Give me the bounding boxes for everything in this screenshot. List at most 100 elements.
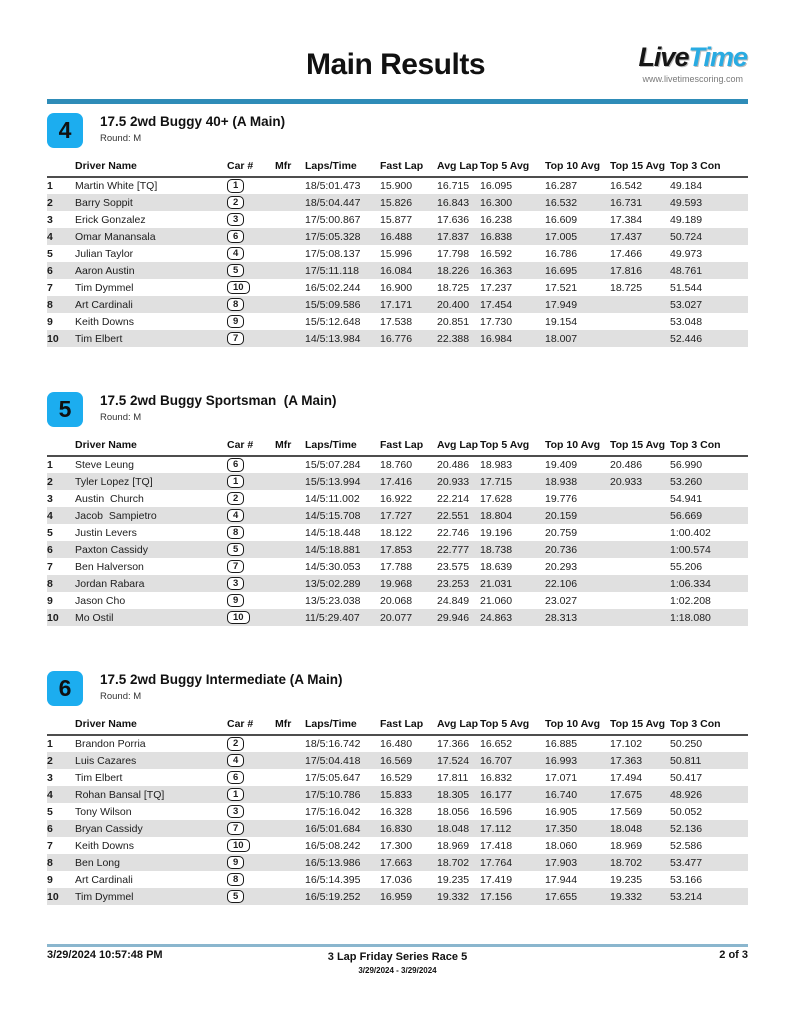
car-cell: 6 (227, 769, 275, 786)
col-avg-lap: Avg Lap (437, 437, 480, 457)
pos-cell: 10 (47, 890, 59, 903)
top10-avg-cell: 19.409 (545, 459, 578, 471)
top10-avg-cell: 16.905 (545, 805, 578, 818)
top10-avg-cell: 16.885 (545, 738, 578, 750)
top3-con-cell: 52.586 (670, 839, 703, 852)
col-car-number: Car # (227, 716, 275, 736)
pos-cell: 4 (47, 230, 53, 243)
race-section: 5 17.5 2wd Buggy Sportsman (A Main) Roun… (47, 392, 748, 626)
col-top15-avg: Top 15 Avg (610, 158, 670, 178)
top15-avg-cell (610, 313, 670, 330)
mfr-cell (275, 296, 305, 313)
top5-avg-cell: 16.363 (480, 264, 513, 277)
table-row: 9 Art Cardinali 8 16/5:14.395 17.036 19.235 17… (47, 871, 748, 888)
race-class-title: 17.5 2wd Buggy Intermediate (A Main) (100, 672, 343, 687)
avg-lap-cell: 23.575 (437, 560, 470, 573)
top15-avg-cell: 19.235 (610, 873, 643, 886)
top15-avg-cell: 17.675 (610, 788, 643, 801)
top5-avg-cell: 18.983 (480, 459, 513, 471)
avg-lap-cell: 24.849 (437, 594, 470, 607)
top5-avg-cell: 16.984 (480, 332, 513, 345)
col-mfr: Mfr (275, 716, 305, 736)
footer-divider (47, 944, 748, 947)
logo-time-text: Time (688, 42, 748, 72)
table-row: 5 Julian Taylor 4 17/5:08.137 15.996 17.798 16… (47, 245, 748, 262)
top5-avg-cell: 18.639 (480, 560, 513, 573)
mfr-cell (275, 888, 305, 905)
top15-avg-cell (610, 592, 670, 609)
mfr-cell (275, 871, 305, 888)
table-row: 2 Barry Soppit 2 18/5:04.447 15.826 16.843 16.… (47, 194, 748, 211)
car-number-badge: 6 (227, 458, 245, 472)
car-number-badge: 5 (227, 263, 245, 278)
pos-cell: 9 (47, 594, 53, 607)
col-laps-time: Laps/Time (305, 437, 380, 457)
fast-lap-cell: 17.788 (380, 560, 413, 573)
table-row: 1 Brandon Porria 2 18/5:16.742 16.480 17.366 1… (47, 735, 748, 752)
driver-cell: Jacob Sampietro (75, 509, 157, 522)
col-fast-lap: Fast Lap (380, 437, 437, 457)
pos-cell: 7 (47, 839, 53, 852)
col-fast-lap: Fast Lap (380, 158, 437, 178)
car-cell: 1 (227, 473, 275, 490)
print-timestamp: 3/29/2024 10:57:48 PM (47, 949, 163, 961)
mfr-cell (275, 228, 305, 245)
driver-cell: Mo Ostil (75, 611, 114, 624)
top3-con-cell: 50.811 (670, 754, 702, 767)
top15-avg-cell: 17.569 (610, 805, 643, 818)
header-divider (47, 99, 748, 104)
top5-avg-cell: 18.804 (480, 509, 513, 522)
mfr-cell (275, 769, 305, 786)
logo-url-text: www.livetimescoring.com (642, 74, 743, 84)
race-class-title: 17.5 2wd Buggy 40+ (A Main) (100, 114, 286, 129)
laps-time-cell: 14/5:30.053 (305, 560, 361, 573)
mfr-cell (275, 820, 305, 837)
driver-cell: Omar Manansala (75, 230, 156, 243)
table-header-row: Driver Name Car # Mfr Laps/Time Fast Lap… (47, 716, 748, 736)
top3-con-cell: 50.417 (670, 771, 703, 784)
results-table: Driver Name Car # Mfr Laps/Time Fast Lap… (47, 437, 748, 626)
pos-cell: 9 (47, 315, 53, 328)
fast-lap-cell: 16.480 (380, 738, 413, 750)
race-section-header: 4 17.5 2wd Buggy 40+ (A Main) Round: M (47, 113, 748, 148)
driver-cell: Art Cardinali (75, 298, 133, 311)
fast-lap-cell: 16.900 (380, 281, 413, 294)
fast-lap-cell: 16.328 (380, 805, 413, 818)
table-row: 10 Mo Ostil 10 11/5:29.407 20.077 29.946 24.86… (47, 609, 748, 626)
fast-lap-cell: 17.727 (380, 509, 413, 522)
car-cell: 10 (227, 837, 275, 854)
report-header: Main Results LiveTime www.livetimescorin… (0, 0, 791, 104)
car-number-badge: 2 (227, 491, 245, 506)
car-cell: 3 (227, 211, 275, 228)
car-number-badge: 7 (227, 331, 245, 346)
table-header-row: Driver Name Car # Mfr Laps/Time Fast Lap… (47, 158, 748, 178)
top15-avg-cell: 18.048 (610, 822, 643, 835)
race-section-titles: 17.5 2wd Buggy Sportsman (A Main) Round:… (100, 392, 337, 423)
laps-time-cell: 16/5:01.684 (305, 822, 361, 835)
avg-lap-cell: 17.837 (437, 230, 470, 243)
table-row: 2 Luis Cazares 4 17/5:04.418 16.569 17.524 16.… (47, 752, 748, 769)
laps-time-cell: 17/5:05.647 (305, 771, 361, 784)
avg-lap-cell: 22.746 (437, 526, 470, 539)
laps-time-cell: 16/5:14.395 (305, 873, 361, 886)
top5-avg-cell: 17.418 (480, 839, 513, 852)
top10-avg-cell: 18.938 (545, 475, 578, 488)
race-class-title: 17.5 2wd Buggy Sportsman (A Main) (100, 393, 337, 408)
car-cell: 9 (227, 592, 275, 609)
table-row: 5 Justin Levers 8 14/5:18.448 18.122 22.746 19… (47, 524, 748, 541)
mfr-cell (275, 245, 305, 262)
col-top3-con: Top 3 Con (670, 716, 748, 736)
race-section: 4 17.5 2wd Buggy 40+ (A Main) Round: M D… (47, 113, 748, 347)
page-title: Main Results (305, 48, 486, 81)
fast-lap-cell: 18.760 (380, 459, 413, 471)
car-cell: 4 (227, 245, 275, 262)
avg-lap-cell: 19.235 (437, 873, 470, 886)
mfr-cell (275, 507, 305, 524)
driver-cell: Jason Cho (75, 594, 126, 607)
car-number-badge: 1 (227, 787, 245, 802)
table-row: 8 Jordan Rabara 3 13/5:02.289 19.968 23.253 21… (47, 575, 748, 592)
top3-con-cell: 1:02.208 (670, 594, 711, 607)
car-cell: 2 (227, 735, 275, 752)
top3-con-cell: 51.544 (670, 281, 703, 294)
laps-time-cell: 15/5:09.586 (305, 298, 361, 311)
